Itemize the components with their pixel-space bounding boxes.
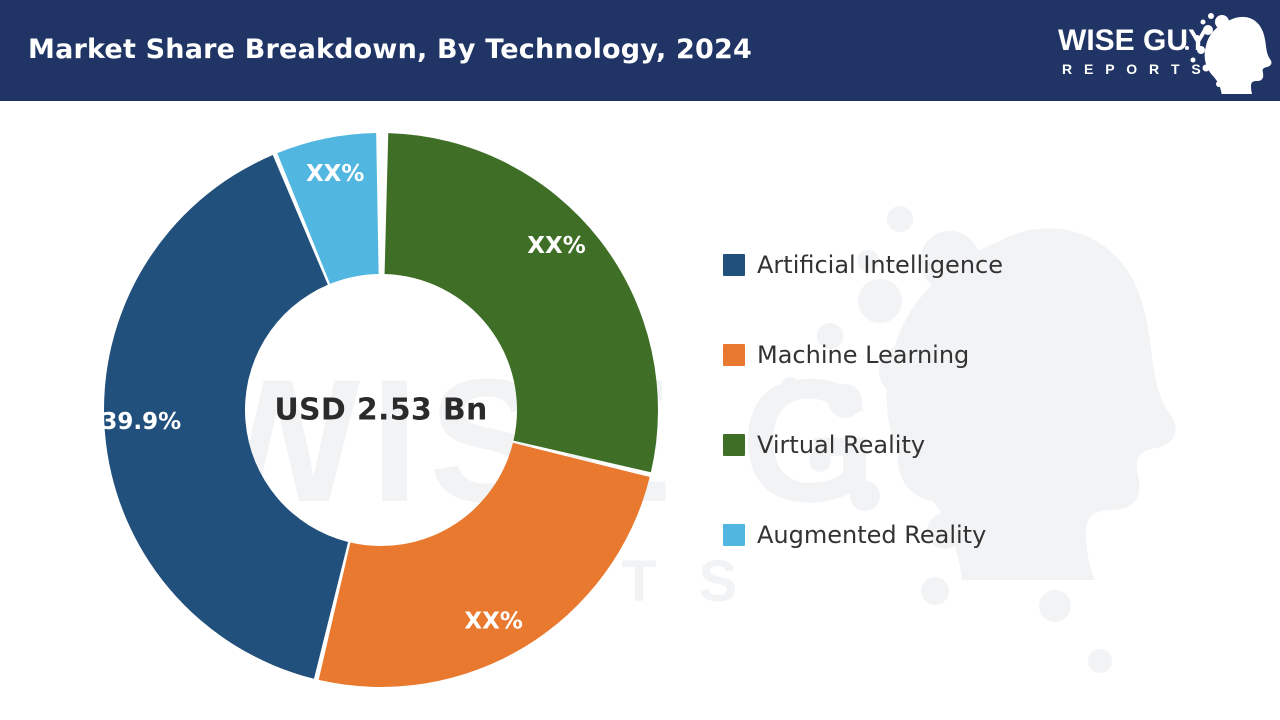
- donut-slice-machine-learning[interactable]: [318, 442, 650, 687]
- legend-label-1: Machine Learning: [757, 341, 970, 369]
- donut-slice-augmented-reality[interactable]: [277, 133, 379, 284]
- slice-label-augmented-reality: XX%: [306, 161, 365, 187]
- legend-label-0: Artificial Intelligence: [757, 251, 1003, 279]
- legend-swatch-icon-1: [723, 344, 745, 366]
- legend-label-2: Virtual Reality: [757, 431, 926, 459]
- donut-slice-virtual-reality[interactable]: [384, 133, 659, 473]
- donut-slice-artificial-intelligence[interactable]: [104, 155, 349, 679]
- wise-guy-reports-logo: WISE GUY R E P O R T S: [1054, 8, 1272, 94]
- donut-center-value: USD 2.53 Bn: [274, 392, 488, 428]
- slice-label-virtual-reality: XX%: [527, 233, 586, 259]
- slice-label-artificial-intelligence: 39.9%: [101, 409, 181, 435]
- legend-item-1[interactable]: Machine Learning: [723, 341, 1143, 369]
- legend-item-3[interactable]: Augmented Reality: [723, 521, 1143, 549]
- chart-legend: Artificial Intelligence Machine Learning…: [723, 251, 1143, 611]
- legend-item-2[interactable]: Virtual Reality: [723, 431, 1143, 459]
- legend-swatch-icon-2: [723, 434, 745, 456]
- slice-label-machine-learning: XX%: [464, 608, 523, 634]
- legend-swatch-icon-0: [723, 254, 745, 276]
- legend-label-3: Augmented Reality: [757, 521, 987, 549]
- page-title: Market Share Breakdown, By Technology, 2…: [28, 34, 753, 65]
- header-bar: Market Share Breakdown, By Technology, 2…: [0, 0, 1280, 101]
- legend-swatch-icon-3: [723, 524, 745, 546]
- logo-wordmark-primary: WISE GUY: [1058, 24, 1208, 57]
- legend-item-0[interactable]: Artificial Intelligence: [723, 251, 1143, 279]
- logo-wordmark-secondary: R E P O R T S: [1062, 61, 1205, 77]
- donut-chart: XX% XX% 39.9% XX%: [101, 133, 659, 687]
- head-profile-icon: [1185, 13, 1272, 94]
